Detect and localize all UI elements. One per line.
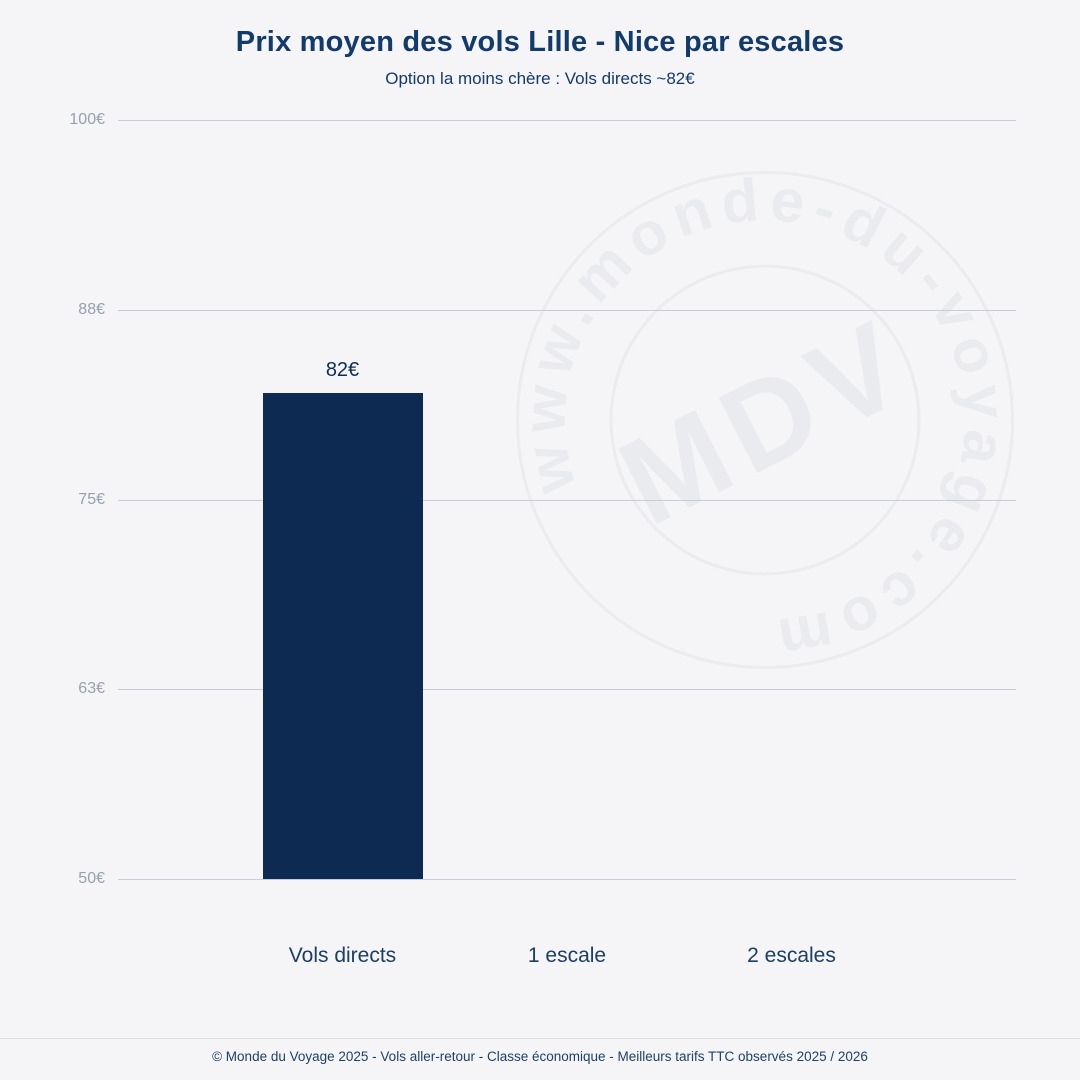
watermark-stamp: www.monde-du-voyage.com MDV: [505, 160, 1025, 680]
watermark-outer-ring: [515, 170, 1015, 670]
gridline: [118, 689, 1016, 691]
y-axis-tick-label: 63€: [78, 680, 105, 698]
category-label: Vols directs: [288, 944, 397, 967]
chart-title: Prix moyen des vols Lille - Nice par esc…: [235, 26, 845, 58]
gridline: [118, 499, 1016, 501]
category-label: 1 escale: [527, 944, 607, 967]
gridline: [118, 309, 1016, 311]
category-labels: Vols directs 1 escale 2 escales: [118, 944, 1016, 984]
gridline: [118, 120, 1016, 121]
y-axis-tick-label: 75€: [78, 490, 105, 508]
y-axis-tick-label: 100€: [69, 111, 105, 128]
plot-area: 100€ 88€ 75€ 63€ 50€ 82€: [69, 111, 1016, 887]
bar-value-label: 82€: [325, 359, 360, 382]
y-axis-tick-label: 88€: [78, 300, 105, 318]
footer-divider: [0, 1038, 1080, 1039]
bar-0: [262, 393, 423, 879]
category-label: 2 escales: [747, 944, 836, 967]
gridline: [118, 879, 1016, 880]
footer-text: © Monde du Voyage 2025 - Vols aller-reto…: [212, 1049, 868, 1064]
y-axis-tick-label: 50€: [78, 870, 105, 887]
watermark-inner-ring: [609, 264, 921, 576]
chart-subtitle: Option la moins chère : Vols directs ~82…: [385, 69, 695, 88]
chart-header: Prix moyen des vols Lille - Nice par esc…: [0, 0, 1080, 89]
